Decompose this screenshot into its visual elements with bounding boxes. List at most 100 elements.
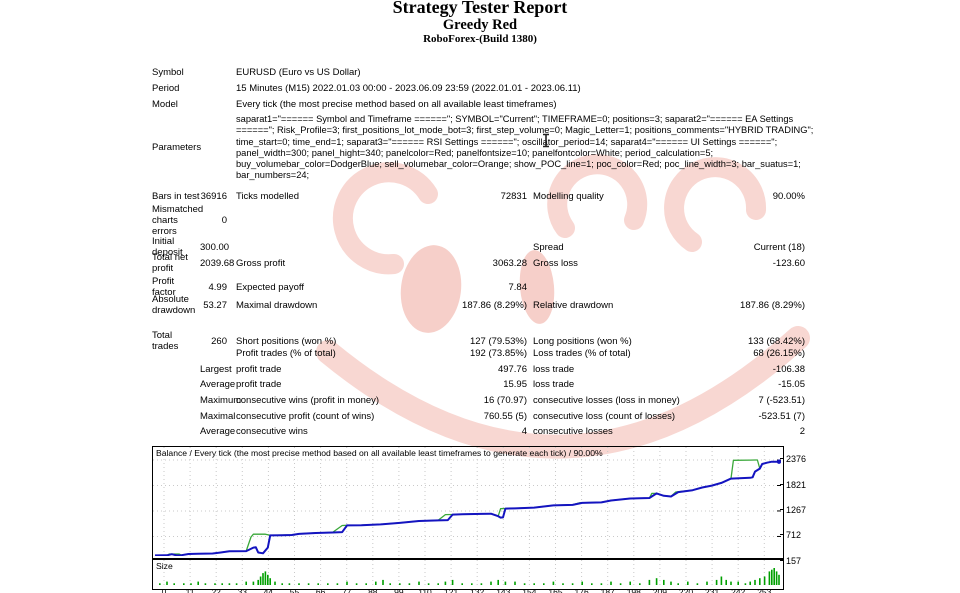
row-maximum-consecutive: Maximum consecutive wins (profit in mone… bbox=[152, 393, 805, 409]
lot-size-bar bbox=[639, 583, 641, 585]
x-axis-label: 77 bbox=[341, 587, 352, 593]
watermark-right-eye bbox=[519, 250, 555, 324]
lot-size-bar bbox=[490, 581, 492, 585]
row-parameters: Parameters saparat1="====== Symbol and T… bbox=[152, 114, 822, 182]
label-3: consecutive losses (loss in money) bbox=[533, 395, 680, 407]
x-axis-label: 132 bbox=[470, 587, 485, 593]
value-3: -106.38 bbox=[772, 363, 805, 375]
lot-size-bar bbox=[262, 573, 264, 585]
value-2: 127 (79.53%) bbox=[469, 335, 527, 347]
row-profit-trades: Profit trades (% of total) 192 (73.85%) … bbox=[152, 346, 805, 362]
chart-title: Balance / Every tick (the most precise m… bbox=[156, 448, 603, 458]
value-1: 2039.68 bbox=[200, 257, 235, 269]
lot-size-bar bbox=[382, 579, 384, 585]
value-1: 0 bbox=[221, 215, 227, 226]
ea-name: Greedy Red bbox=[442, 17, 518, 33]
x-axis-label: 110 bbox=[418, 587, 432, 593]
label-3: Modelling quality bbox=[533, 190, 604, 202]
value-2: 4 bbox=[521, 426, 527, 438]
value-1: 300.00 bbox=[200, 241, 230, 253]
row-label: Total net profit bbox=[152, 252, 188, 274]
row-mismatched-charts-errors: Mismatched charts errors 0 bbox=[152, 204, 805, 237]
value-2: 3063.28 bbox=[492, 257, 527, 269]
lot-size-bar bbox=[166, 581, 168, 585]
lot-size-bar bbox=[298, 583, 300, 585]
lot-size-bar bbox=[317, 583, 319, 585]
balance-end-marker bbox=[776, 459, 782, 464]
lot-size-bar bbox=[610, 581, 612, 585]
label-3: loss trade bbox=[533, 363, 575, 375]
row-profit-factor: Profit factor 4.99 Expected payoff 7.84 bbox=[152, 276, 805, 298]
row-largest-trade: Largest profit trade 497.76 loss trade -… bbox=[152, 361, 805, 377]
lot-size-bar bbox=[725, 579, 727, 585]
value-1: 4.99 bbox=[208, 281, 228, 293]
lot-size-bar bbox=[259, 576, 262, 585]
lot-size-bar bbox=[773, 568, 775, 585]
parameters-line: ======"; Risk_Profile=3; first_positions… bbox=[236, 125, 814, 136]
lot-size-bar bbox=[514, 581, 516, 585]
page-title: Strategy Tester Report bbox=[392, 0, 568, 17]
label-3: Loss trades (% of total) bbox=[533, 348, 631, 360]
broker-build: RoboForex-(Build 1380) bbox=[423, 33, 537, 45]
test-info-table: Symbol EURUSD (Euro vs US Dollar) Period… bbox=[152, 64, 822, 182]
lot-size-bar bbox=[264, 571, 267, 585]
parameters-line: panel_width=300; panel_hight=340; panelc… bbox=[236, 147, 714, 158]
value-3: 187.86 (8.29%) bbox=[740, 299, 805, 311]
lot-size-bar bbox=[389, 583, 391, 585]
y-axis-label: 2376 bbox=[779, 454, 807, 464]
lot-size-bar bbox=[591, 583, 593, 585]
x-axis-label: 66 bbox=[315, 587, 326, 593]
row-bars-in-test: Bars in test 36916 Ticks modelled 72831 … bbox=[152, 188, 805, 204]
lot-size-bar bbox=[288, 583, 291, 585]
lot-size-bar bbox=[619, 583, 622, 585]
x-axis-label: 55 bbox=[289, 587, 300, 593]
lot-size-bar bbox=[497, 579, 499, 585]
lot-size-bar bbox=[444, 581, 447, 585]
x-axis-label: 242 bbox=[731, 587, 746, 593]
lot-size-bar bbox=[451, 579, 454, 585]
value-1: 260 bbox=[211, 335, 227, 347]
x-axis-label: 22 bbox=[211, 587, 221, 593]
lot-size-bar bbox=[744, 583, 747, 585]
value-2: 187.86 (8.29%) bbox=[462, 299, 527, 311]
row-label: Absolute drawdown bbox=[152, 294, 196, 316]
balance-line bbox=[154, 460, 779, 557]
lot-size-bar bbox=[715, 579, 718, 585]
lot-size-bar bbox=[159, 583, 161, 585]
x-axis-label: 11 bbox=[185, 587, 195, 593]
x-axis-label: 231 bbox=[705, 587, 720, 593]
y-axis-label: 1267 bbox=[779, 504, 807, 515]
label-2: Gross profit bbox=[236, 257, 286, 269]
label-2: consecutive wins (profit in money) bbox=[236, 395, 380, 407]
balance-chart-pane: Balance / Every tick (the most precise m… bbox=[152, 446, 784, 559]
row-label: Largest bbox=[200, 363, 232, 375]
row-symbol: Symbol EURUSD (Euro vs US Dollar) bbox=[152, 64, 822, 80]
row-label: Average bbox=[200, 379, 236, 391]
lot-size-bar bbox=[663, 579, 665, 585]
lot-size-bar bbox=[730, 581, 732, 585]
parameters-line: time_start=0; time_end=1; saparat3="====… bbox=[236, 136, 778, 147]
label-2: profit trade bbox=[236, 379, 282, 391]
lot-size-bar bbox=[687, 581, 689, 585]
lot-size-bar bbox=[173, 583, 175, 585]
parameters-line: bar_numbers=24; bbox=[236, 170, 310, 181]
lot-size-bar bbox=[346, 581, 348, 585]
lot-size-bar bbox=[471, 583, 473, 585]
row-label: Initial deposit bbox=[152, 236, 183, 258]
x-axis-label: 209 bbox=[652, 587, 667, 593]
row-maximal-consecutive: Maximal consecutive profit (count of win… bbox=[152, 408, 805, 424]
symbol-value: EURUSD (Euro vs US Dollar) bbox=[236, 66, 361, 78]
x-axis-label: 44 bbox=[263, 587, 274, 593]
row-label: Period bbox=[152, 82, 180, 94]
lot-size-bar bbox=[269, 578, 271, 585]
lot-size-bar bbox=[437, 583, 439, 585]
x-axis-label: 187 bbox=[600, 587, 615, 593]
lot-size-bar bbox=[375, 581, 377, 585]
lot-size-bar bbox=[763, 576, 766, 585]
label-2: Profit trades (% of total) bbox=[236, 348, 336, 360]
value-3: 133 (68.42%) bbox=[747, 335, 805, 347]
size-pane-label: Size bbox=[156, 561, 173, 571]
lot-size-bar bbox=[480, 583, 483, 585]
row-average-trade: Average profit trade 15.95 loss trade -1… bbox=[152, 377, 805, 393]
lot-size-bar bbox=[221, 583, 223, 585]
